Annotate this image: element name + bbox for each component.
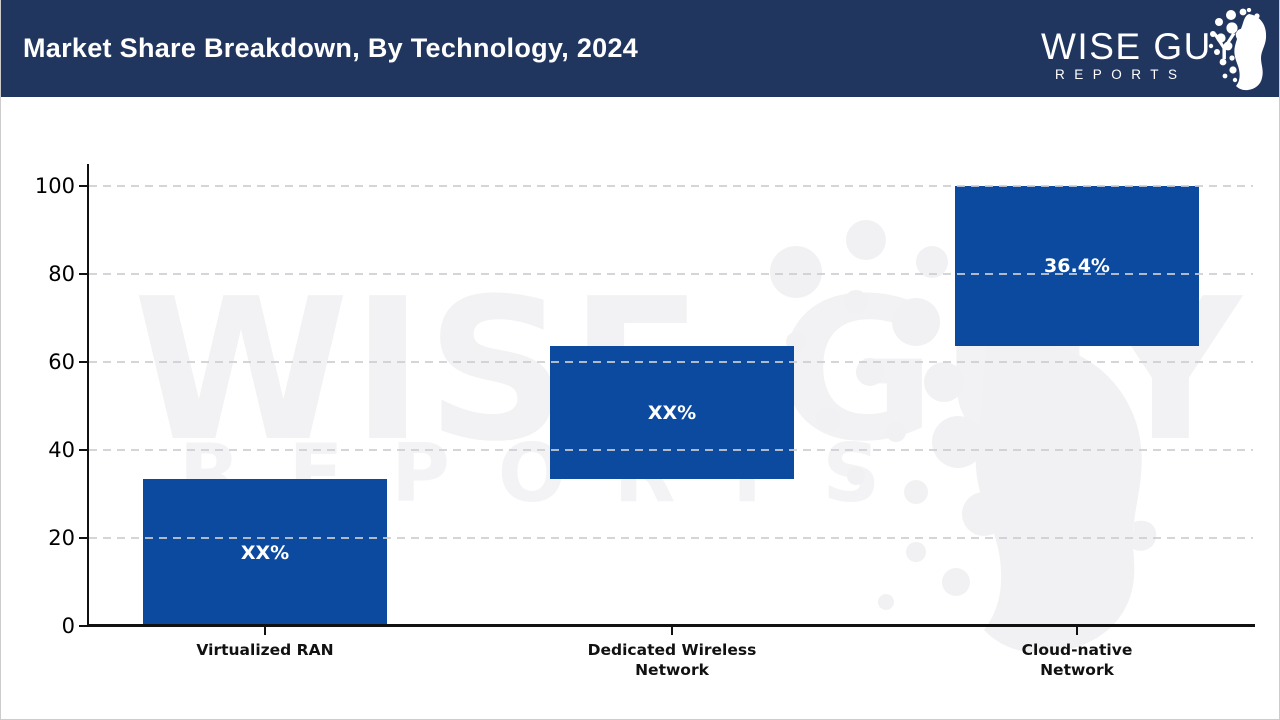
header-band: Market Share Breakdown, By Technology, 2… — [1, 0, 1279, 97]
wise-guy-reports-logo: WISE GUY REPORTS — [1009, 6, 1269, 92]
watermark: WISE GUY REPORTS — [1, 97, 1279, 719]
chart-title: Market Share Breakdown, By Technology, 2… — [23, 33, 639, 63]
logo-face-icon — [1208, 8, 1267, 91]
logo-wordmark: WISE GUY — [1041, 26, 1239, 67]
logo-subtext: REPORTS — [1055, 67, 1187, 82]
watermark-face-icon — [770, 212, 1157, 654]
